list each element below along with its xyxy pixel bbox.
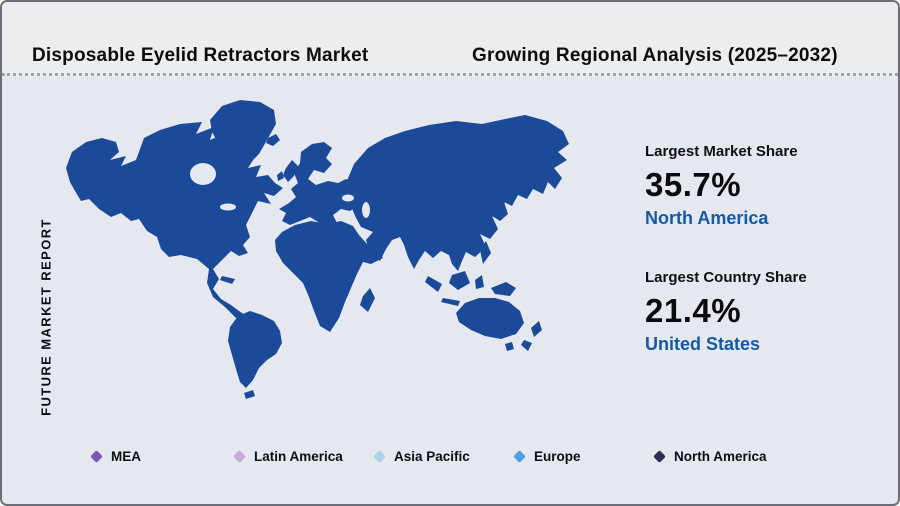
japan [491, 185, 510, 212]
sulawesi [475, 275, 484, 289]
stat-value: 35.7% [645, 166, 742, 203]
hudson-bay [190, 163, 216, 185]
world-map [62, 92, 622, 422]
europe [279, 142, 359, 228]
sumatra [425, 276, 442, 292]
world-map-svg [66, 100, 569, 399]
stat-country-share: Largest Country Share 21.4% United State… [645, 269, 895, 355]
continents [66, 100, 569, 399]
legend-label: MEA [111, 449, 141, 464]
legend-label: Europe [534, 449, 581, 464]
great-lakes [220, 203, 236, 211]
africa [275, 221, 383, 332]
diamond-marker-icon [513, 450, 526, 463]
iceland [266, 134, 280, 146]
new-zealand-north [531, 321, 542, 337]
stat-label: Largest Market Share [645, 143, 798, 160]
cuba [220, 276, 235, 284]
greenland [210, 100, 276, 168]
legend-label: Asia Pacific [394, 449, 470, 464]
legend-item-europe: Europe [513, 449, 581, 464]
legend-item-north-america: North America [653, 449, 767, 464]
north-america [66, 122, 283, 323]
java [441, 298, 460, 306]
brand-watermark: FUTURE MARKET REPORT [38, 218, 54, 416]
water-bodies [190, 163, 370, 218]
uk [283, 160, 298, 182]
new-guinea [491, 282, 516, 296]
new-zealand-south [521, 340, 532, 351]
page-title: Disposable Eyelid Retractors Market [32, 45, 369, 66]
legend-label: Latin America [254, 449, 343, 464]
diamond-marker-icon [233, 450, 246, 463]
stat-label: Largest Country Share [645, 269, 807, 286]
header-band: Disposable Eyelid Retractors Market Grow… [2, 2, 898, 76]
asia [344, 115, 569, 271]
page-subtitle: Growing Regional Analysis (2025–2032) [472, 45, 838, 66]
black-sea [342, 194, 354, 202]
region-legend: MEA Latin America Asia Pacific Europe No… [2, 449, 898, 469]
philippines [480, 241, 491, 264]
stat-value: 21.4% [645, 292, 742, 329]
legend-item-mea: MEA [90, 449, 141, 464]
borneo [449, 271, 470, 290]
madagascar [360, 288, 375, 312]
tasmania [505, 342, 514, 351]
australia [456, 298, 524, 339]
caspian-sea [362, 202, 370, 218]
stat-region: North America [645, 208, 769, 228]
diamond-marker-icon [653, 450, 666, 463]
legend-label: North America [674, 449, 767, 464]
diamond-marker-icon [90, 450, 103, 463]
sakhalin [523, 160, 532, 182]
stat-market-share: Largest Market Share 35.7% North America [645, 143, 895, 229]
legend-item-latin-america: Latin America [233, 449, 343, 464]
tierra-del-fuego [244, 390, 255, 399]
stat-region: United States [645, 334, 761, 354]
legend-item-asia-pacific: Asia Pacific [373, 449, 470, 464]
ireland [277, 171, 284, 181]
stats-panel: Largest Market Share 35.7% North America… [645, 143, 895, 355]
diamond-marker-icon [373, 450, 386, 463]
south-america [228, 311, 282, 388]
